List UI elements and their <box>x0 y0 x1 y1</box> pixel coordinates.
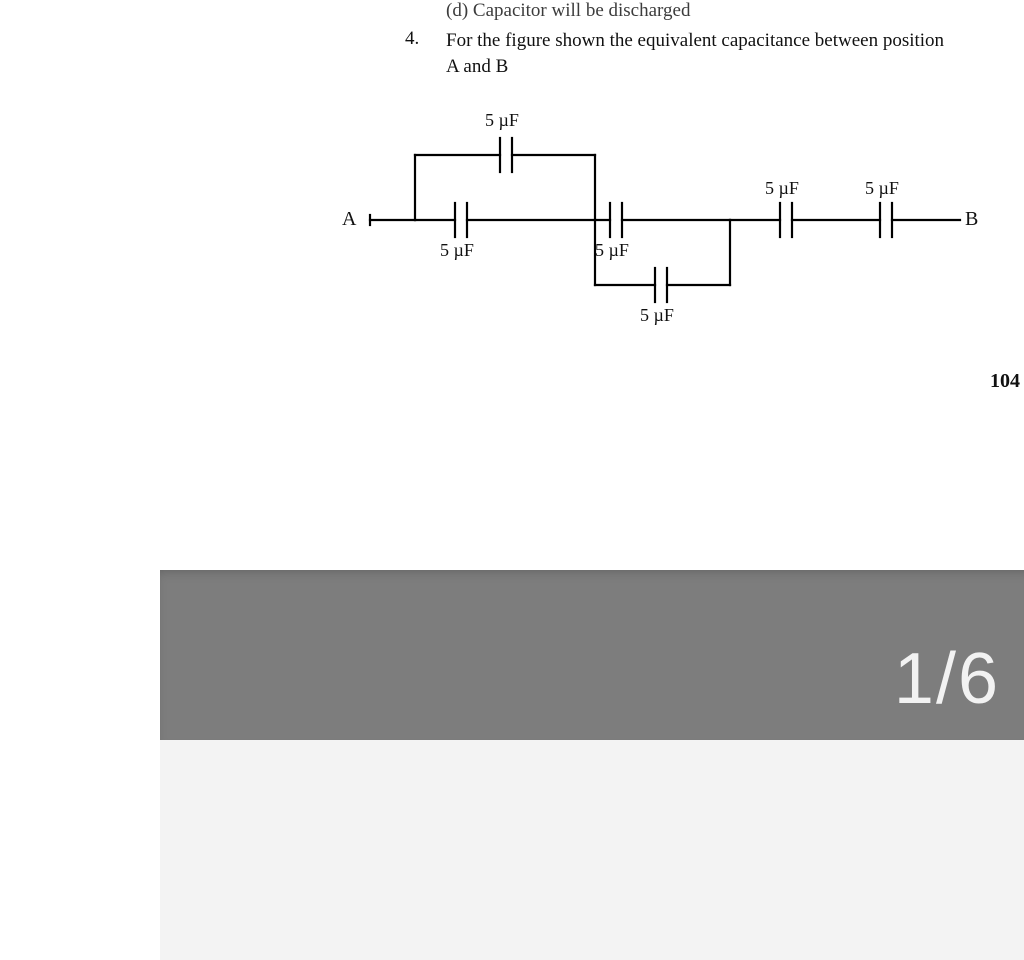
option-d-text: (d) Capacitor will be discharged <box>446 0 690 22</box>
cap-top-label: 5 µF <box>485 110 519 131</box>
page-content: (d) Capacitor will be discharged 4. For … <box>160 0 1010 570</box>
cap-left-label: 5 µF <box>440 240 474 261</box>
terminal-b-label: B <box>965 208 978 231</box>
question-4-number: 4. <box>405 28 419 50</box>
circuit-svg <box>360 100 1000 330</box>
viewer-status-bar: 1/6 <box>160 570 1024 740</box>
cap-mid-label: 5 µF <box>595 240 629 261</box>
page-number: 104 <box>990 370 1020 393</box>
cap-right1-label: 5 µF <box>765 178 799 199</box>
cap-right2-label: 5 µF <box>865 178 899 199</box>
page-indicator: 1/6 <box>894 638 1000 720</box>
circuit-diagram: A B 5 µF 5 µF 5 µF 5 µF 5 µF 5 µF <box>360 100 1000 330</box>
viewer-background <box>160 740 1024 960</box>
terminal-a-label: A <box>342 208 356 231</box>
question-4-text: For the figure shown the equivalent capa… <box>446 28 946 79</box>
cap-bottom-label: 5 µF <box>640 305 674 326</box>
